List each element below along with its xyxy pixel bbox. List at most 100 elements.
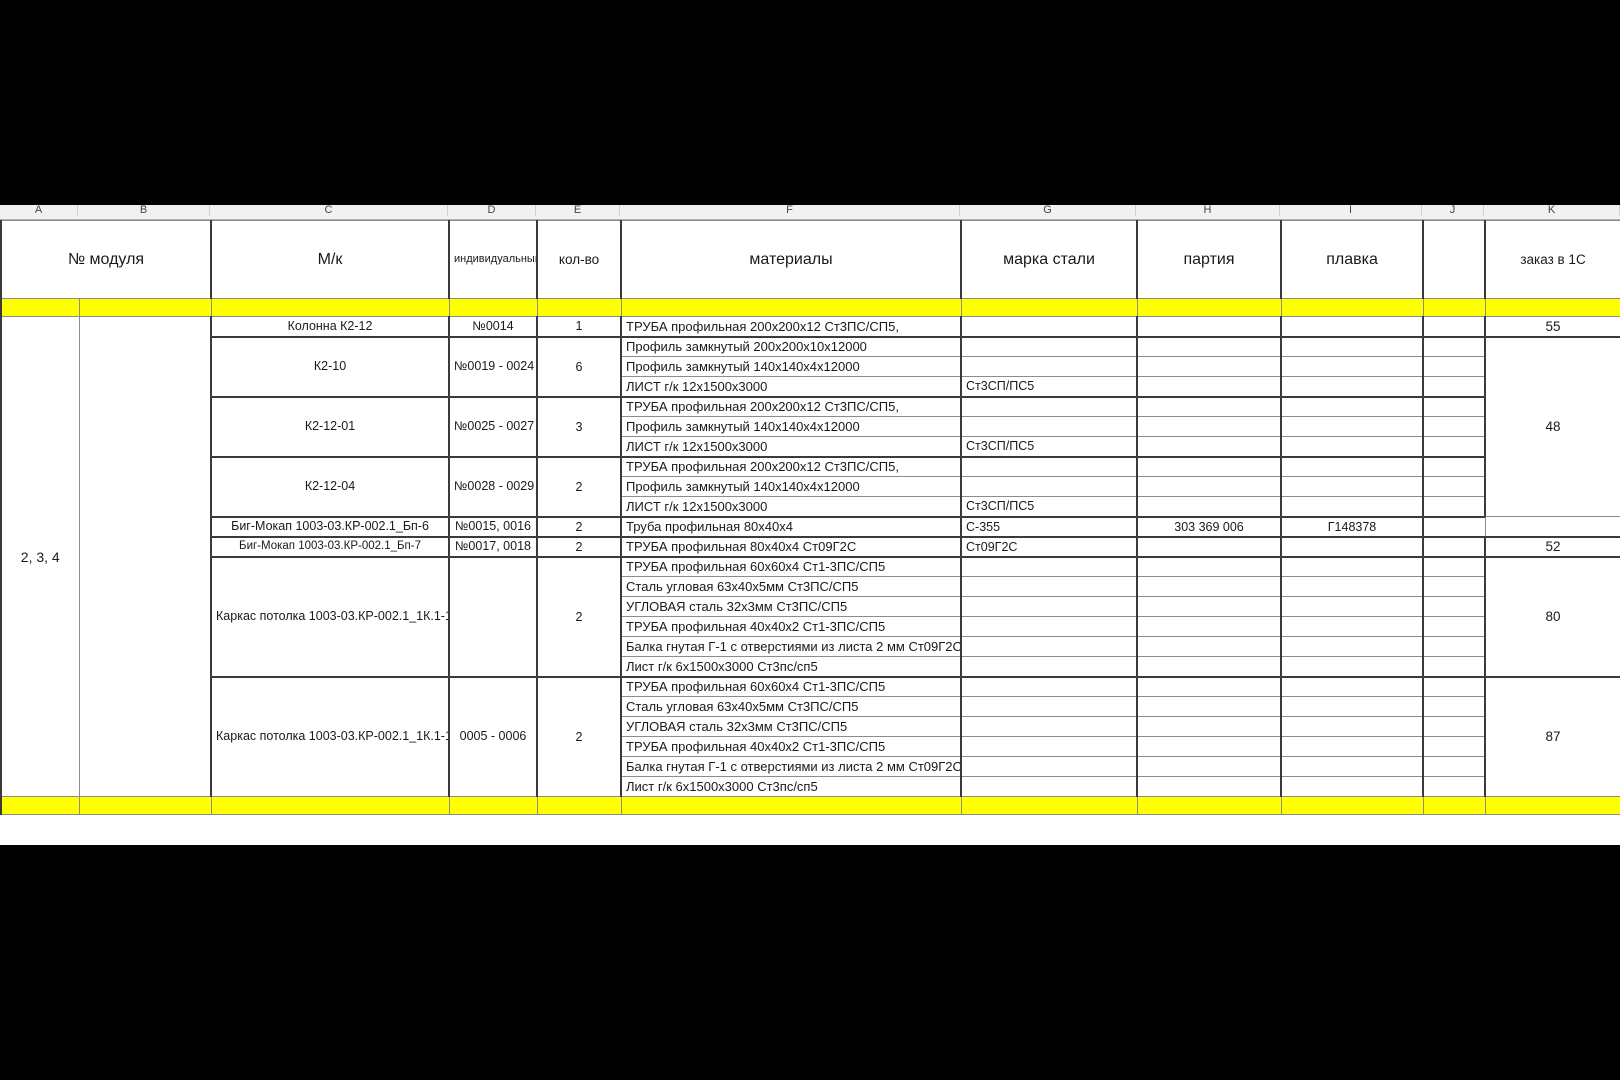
cell-steel-grade[interactable] [960,675,1138,697]
column-letter-e[interactable]: E [536,205,620,216]
cell-heat[interactable] [1280,636,1424,657]
table-row[interactable]: Балка гнутая Г-1 с отверстиями из листа … [1,636,1620,657]
highlight-cell[interactable] [210,796,450,815]
header-materials[interactable]: материалы [620,220,962,299]
cell-mk[interactable]: Каркас потолка 1003-03.КР-002.1_1К.1-1Пт… [210,675,450,797]
table-row[interactable]: К2-12-04 №0028 - 0029 2 ТРУБА профильная… [1,455,1620,517]
cell-steel-grade[interactable] [960,776,1138,797]
cell-blank[interactable] [1422,716,1486,737]
highlight-cell[interactable] [1422,796,1486,815]
cell-material[interactable]: Сталь угловая 63х40х5мм Ст3ПС/СП5 [620,576,962,597]
table-row[interactable]: Лист г/к 6х1500х3000 Ст3пс/сп5 [1,776,1620,797]
cell-batch[interactable] [1136,436,1282,457]
cell-steel-grade[interactable]: Ст3СП/ПС5 [960,496,1138,517]
highlight-cell[interactable] [1136,298,1282,317]
highlight-cell[interactable] [0,298,80,317]
column-letter-j[interactable]: J [1422,205,1484,216]
cell-batch[interactable]: 303 369 006 [1136,515,1282,537]
cell-batch[interactable] [1136,716,1282,737]
cell-heat[interactable] [1280,756,1424,777]
cell-blank[interactable] [1422,356,1486,377]
header-heat[interactable]: плавка [1280,220,1424,299]
cell-heat[interactable] [1280,555,1424,577]
cell-material[interactable]: Профиль замкнутый 140х140х4х12000 [620,356,962,377]
header-batch[interactable]: партия [1136,220,1282,299]
cell-blank[interactable] [1422,616,1486,637]
cell-material[interactable]: ЛИСТ г/к 12х1500х3000 [620,376,962,397]
cell-qty[interactable]: 6 [536,335,622,397]
cell-mk[interactable]: К2-10 [210,335,450,397]
cell-material[interactable]: ТРУБА профильная 200х200х12 Ст3ПС/СП5, [620,395,962,417]
cell-heat[interactable] [1280,576,1424,597]
cell-blank[interactable] [1422,736,1486,757]
table-row[interactable]: ТРУБА профильная 40х40х2 Ст1-3ПС/СП5 [1,616,1620,637]
highlight-cell[interactable] [536,796,622,815]
highlight-separator-bottom[interactable] [0,796,1620,815]
cell-heat[interactable] [1280,616,1424,637]
cell-heat[interactable] [1280,376,1424,397]
column-letter-i[interactable]: I [1280,205,1422,216]
cell-qty[interactable]: 2 [536,535,622,557]
cell-steel-grade[interactable] [960,596,1138,617]
cell-blank[interactable] [1422,535,1486,557]
highlight-cell[interactable] [536,298,622,317]
cell-blank[interactable] [1422,316,1486,337]
cell-blank[interactable] [1422,776,1486,797]
cell-heat[interactable] [1280,496,1424,517]
column-letter-g[interactable]: G [960,205,1136,216]
cell-mk[interactable]: Биг-Мокап 1003-03.КР-002.1_Бп-6 [210,515,450,537]
highlight-cell[interactable] [78,298,212,317]
cell-material[interactable]: ТРУБА профильная 200х200х12 Ст3ПС/СП5, [620,455,962,477]
cell-material[interactable]: УГЛОВАЯ сталь 32х3мм Ст3ПС/СП5 [620,596,962,617]
cell-batch[interactable] [1136,636,1282,657]
column-letter-b[interactable]: B [78,205,210,216]
cell-blank[interactable] [1422,555,1486,577]
cell-mk[interactable]: К2-12-04 [210,455,450,517]
cell-blank[interactable] [1422,696,1486,717]
cell-material[interactable]: УГЛОВАЯ сталь 32х3мм Ст3ПС/СП5 [620,716,962,737]
cell-steel-grade[interactable] [960,335,1138,357]
cell-individual-number[interactable]: №0019 - 0024 [448,335,538,397]
table-row[interactable]: ЛИСТ г/к 12х1500х3000 Ст3СП/ПС5 [1,376,1620,397]
column-letter-h[interactable]: H [1136,205,1280,216]
table-row[interactable]: Каркас потолка 1003-03.КР-002.1_1К.1-1Пт… [1,675,1620,797]
header-mk[interactable]: М/к [210,220,450,299]
cell-individual-number[interactable]: №0025 - 0027 [448,395,538,457]
cell-material[interactable]: Сталь угловая 63х40х5мм Ст3ПС/СП5 [620,696,962,717]
cell-blank[interactable] [1422,455,1486,477]
cell-heat[interactable] [1280,395,1424,417]
cell-batch[interactable] [1136,395,1282,417]
highlight-cell[interactable] [448,796,538,815]
cell-qty[interactable]: 1 [536,316,622,337]
cell-heat[interactable] [1280,716,1424,737]
highlight-cell[interactable] [1280,796,1424,815]
column-letter-c[interactable]: C [210,205,448,216]
table-row[interactable]: 2, 3, 4 Колонна К2-12 №0014 1 ТРУБА проф… [0,316,1620,797]
header-module[interactable]: № модуля [0,220,212,299]
highlight-cell[interactable] [448,298,538,317]
cell-qty[interactable]: 3 [536,395,622,457]
cell-material[interactable]: Балка гнутая Г-1 с отверстиями из листа … [620,756,962,777]
cell-order-1c[interactable]: 52 [1484,535,1620,557]
cell-material[interactable]: Балка гнутая Г-1 с отверстиями из листа … [620,636,962,657]
header-order-1c[interactable]: заказ в 1С [1484,220,1620,299]
cell-steel-grade[interactable] [960,636,1138,657]
cell-batch[interactable] [1136,656,1282,677]
highlight-cell[interactable] [78,796,212,815]
cell-individual-number[interactable]: 0005 - 0006 [448,675,538,797]
materials-table[interactable]: № модуля М/к индивидуальный номерномер м… [0,220,1620,815]
cell-batch[interactable] [1136,696,1282,717]
cell-blank[interactable] [1422,395,1486,417]
cell-steel-grade[interactable] [960,756,1138,777]
highlight-cell[interactable] [620,298,962,317]
cell-heat[interactable] [1280,535,1424,557]
cell-material[interactable]: ТРУБА профильная 60х60х4 Ст1-3ПС/СП5 [620,675,962,697]
cell-material[interactable]: Профиль замкнутый 140х140х4х12000 [620,476,962,497]
cell-material[interactable]: Труба профильная 80х40х4 [620,515,962,537]
table-row[interactable]: Сталь угловая 63х40х5мм Ст3ПС/СП5 [1,576,1620,597]
cell-heat[interactable] [1280,455,1424,477]
cell-blank[interactable] [1422,496,1486,517]
cell-batch[interactable] [1136,596,1282,617]
cell-steel-grade[interactable] [960,395,1138,417]
cell-material[interactable]: ТРУБА профильная 40х40х2 Ст1-3ПС/СП5 [620,736,962,757]
